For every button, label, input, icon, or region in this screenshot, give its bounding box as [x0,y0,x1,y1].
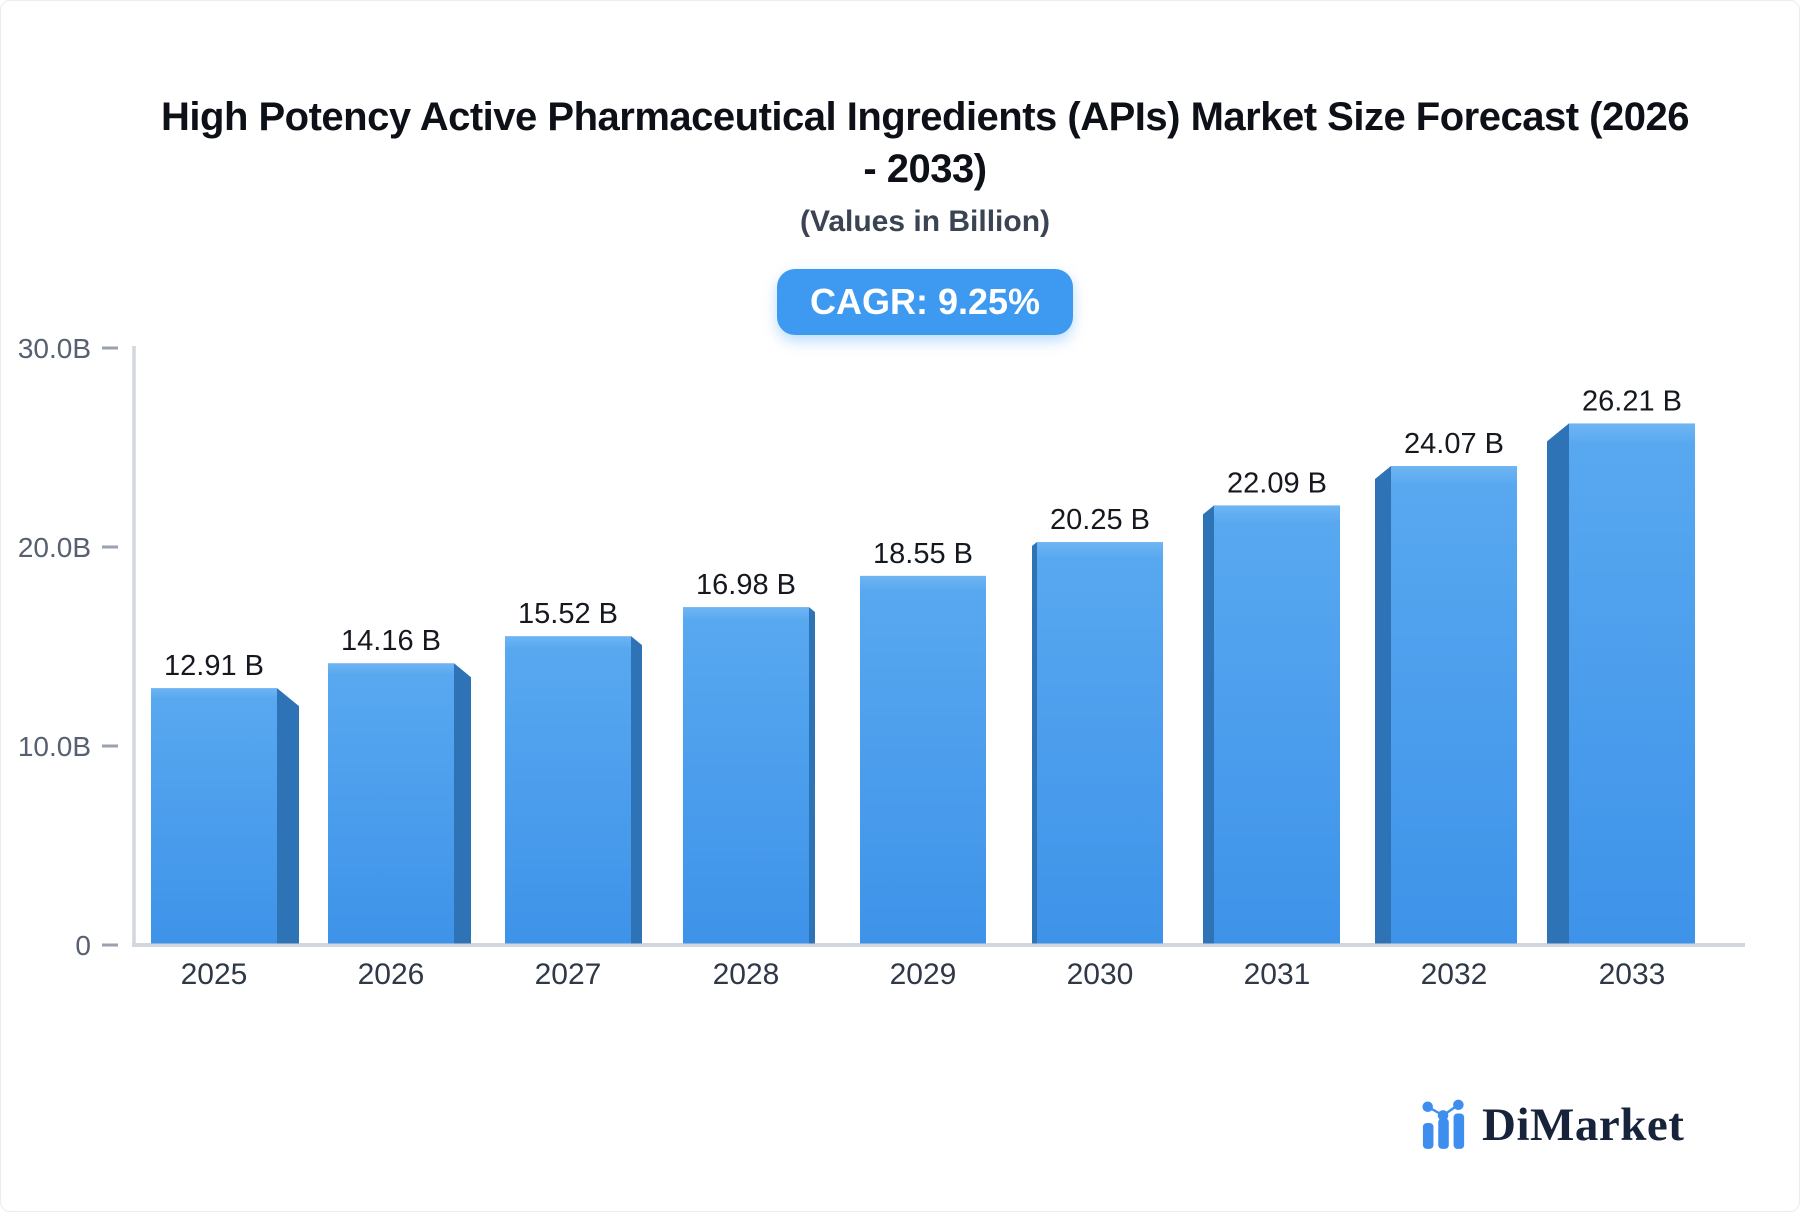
bar-value-label-2028: 16.98 B [696,569,796,601]
dimarket-logo: DiMarket [1421,1095,1684,1151]
bar-2028-front [683,607,809,944]
bar-2032-side [1375,466,1391,944]
y-tick-label-20.0B: 20.0B [18,532,91,563]
bar-value-label-2029: 18.55 B [873,538,973,570]
bar-value-label-2031: 22.09 B [1227,467,1327,499]
y-tick-label-10.0B: 10.0B [18,731,91,762]
bar-2030-side [1032,542,1037,944]
bar-2031-front [1214,505,1340,944]
mini-bar-line-chart-icon [1422,1099,1465,1149]
bar-value-label-2026: 14.16 B [341,625,441,657]
bar-value-label-2027: 15.52 B [518,598,618,630]
bar-value-label-2033: 26.21 B [1582,385,1682,417]
x-axis-label-2030: 2030 [1067,958,1134,991]
chart-header: High Potency Active Pharmaceutical Ingre… [25,1,1799,335]
bar-value-label-2030: 20.25 B [1050,504,1150,536]
chart-title: High Potency Active Pharmaceutical Ingre… [25,91,1799,195]
chart-title-line2: - 2033) [863,147,987,191]
chart-title-line1: High Potency Active Pharmaceutical Ingre… [161,95,1689,139]
bar-2028-side [809,607,815,944]
chart-subtitle: (Values in Billion) [799,205,1051,238]
bar-2030-front [1037,542,1163,944]
bar-2026-front [328,663,454,944]
bar-2025-front [151,688,277,944]
x-axis-label-2029: 2029 [890,958,957,991]
cagr-badge: CAGR: 9.25% [776,269,1074,335]
x-axis-label-2026: 2026 [358,958,425,991]
x-axis-label-2033: 2033 [1599,958,1666,991]
x-axis-label-2025: 2025 [181,958,248,991]
bar-2027-front [505,636,631,944]
bar-2031-side [1203,505,1214,944]
bar-2025-side [277,688,299,944]
x-axis-label-2027: 2027 [535,958,602,991]
y-tick-label-30.0B: 30.0B [18,333,91,364]
bar-2032-front [1391,466,1517,944]
y-tick-label-0: 0 [75,930,91,961]
bar-2029-front [860,575,986,944]
bar-2027-side [631,636,642,944]
bar-2033-side [1547,423,1569,944]
bar-value-label-2025: 12.91 B [164,650,264,682]
bar-value-label-2032: 24.07 B [1404,428,1504,460]
x-axis-label-2028: 2028 [713,958,780,991]
x-axis-label-2031: 2031 [1244,958,1311,991]
x-axis-label-2032: 2032 [1421,958,1488,991]
bar-2026-side [454,663,471,944]
logo-text: DiMarket [1482,1099,1685,1151]
bar-2033-front [1569,423,1695,944]
